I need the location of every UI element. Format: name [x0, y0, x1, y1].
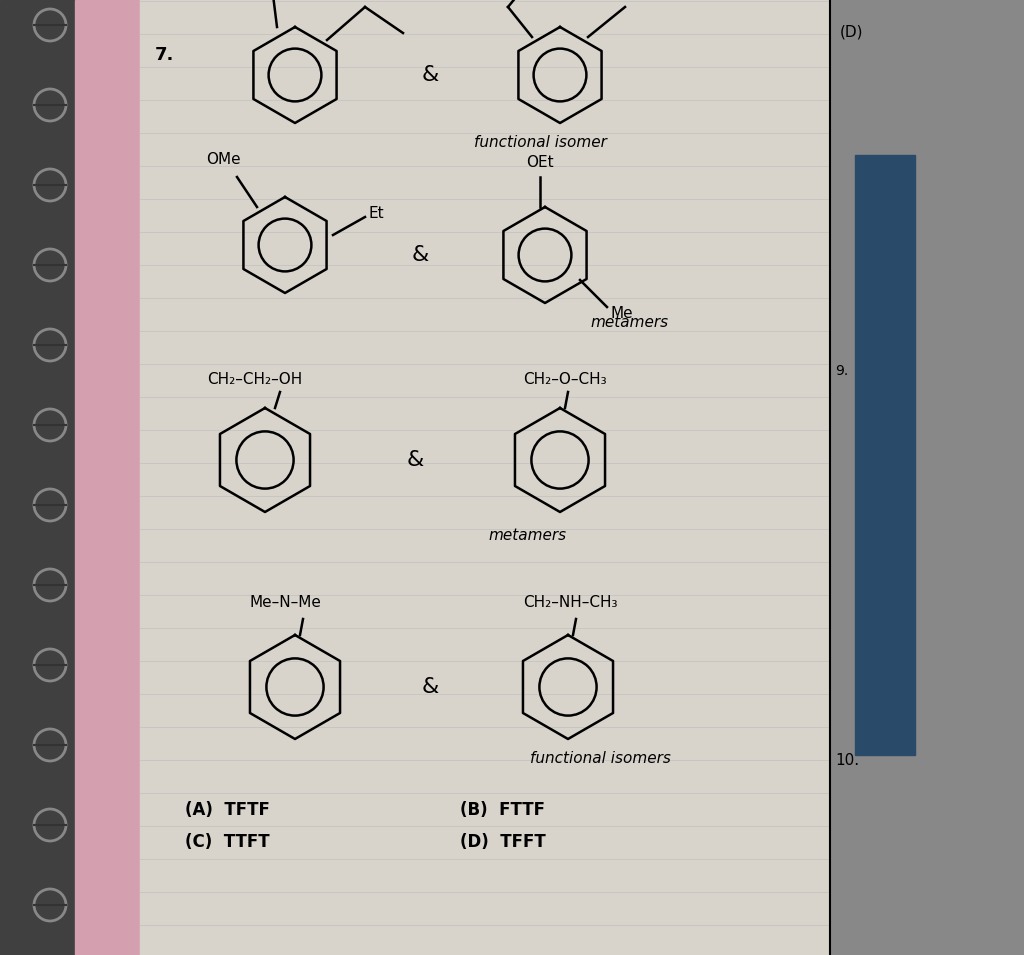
Bar: [140, 0, 830, 955]
Text: &: &: [421, 65, 438, 85]
Text: CH₂–NH–CH₃: CH₂–NH–CH₃: [522, 595, 617, 610]
Text: 9.: 9.: [835, 364, 848, 378]
Text: CH₂–O–CH₃: CH₂–O–CH₃: [523, 372, 607, 387]
Bar: [830, 0, 1024, 955]
Text: Et: Et: [368, 205, 384, 221]
Text: metamers: metamers: [591, 315, 669, 330]
Text: 10.: 10.: [835, 753, 859, 768]
Text: OEt: OEt: [526, 155, 554, 170]
Text: Me–N–Me: Me–N–Me: [249, 595, 321, 610]
Text: OMe: OMe: [206, 152, 241, 167]
Text: &: &: [412, 245, 429, 265]
Text: (D)  TFFT: (D) TFFT: [460, 833, 546, 851]
Bar: [855, 155, 915, 755]
Text: CH₂–CH₂–OH: CH₂–CH₂–OH: [208, 372, 303, 387]
Text: 7.: 7.: [155, 46, 174, 64]
Text: (A)  TFTF: (A) TFTF: [185, 801, 270, 819]
Bar: [75, 0, 140, 955]
Text: (B)  FTTF: (B) FTTF: [460, 801, 545, 819]
Text: &: &: [421, 677, 438, 697]
Text: functional isomer: functional isomer: [473, 135, 606, 150]
Text: (C)  TTFT: (C) TTFT: [185, 833, 269, 851]
Text: Me: Me: [610, 306, 633, 321]
Text: OCOH: OCOH: [628, 0, 674, 3]
Text: functional isomers: functional isomers: [529, 751, 671, 766]
Text: &: &: [407, 450, 424, 470]
Text: metamers: metamers: [488, 528, 567, 543]
Bar: [0, 0, 95, 955]
Text: (D): (D): [840, 25, 863, 40]
